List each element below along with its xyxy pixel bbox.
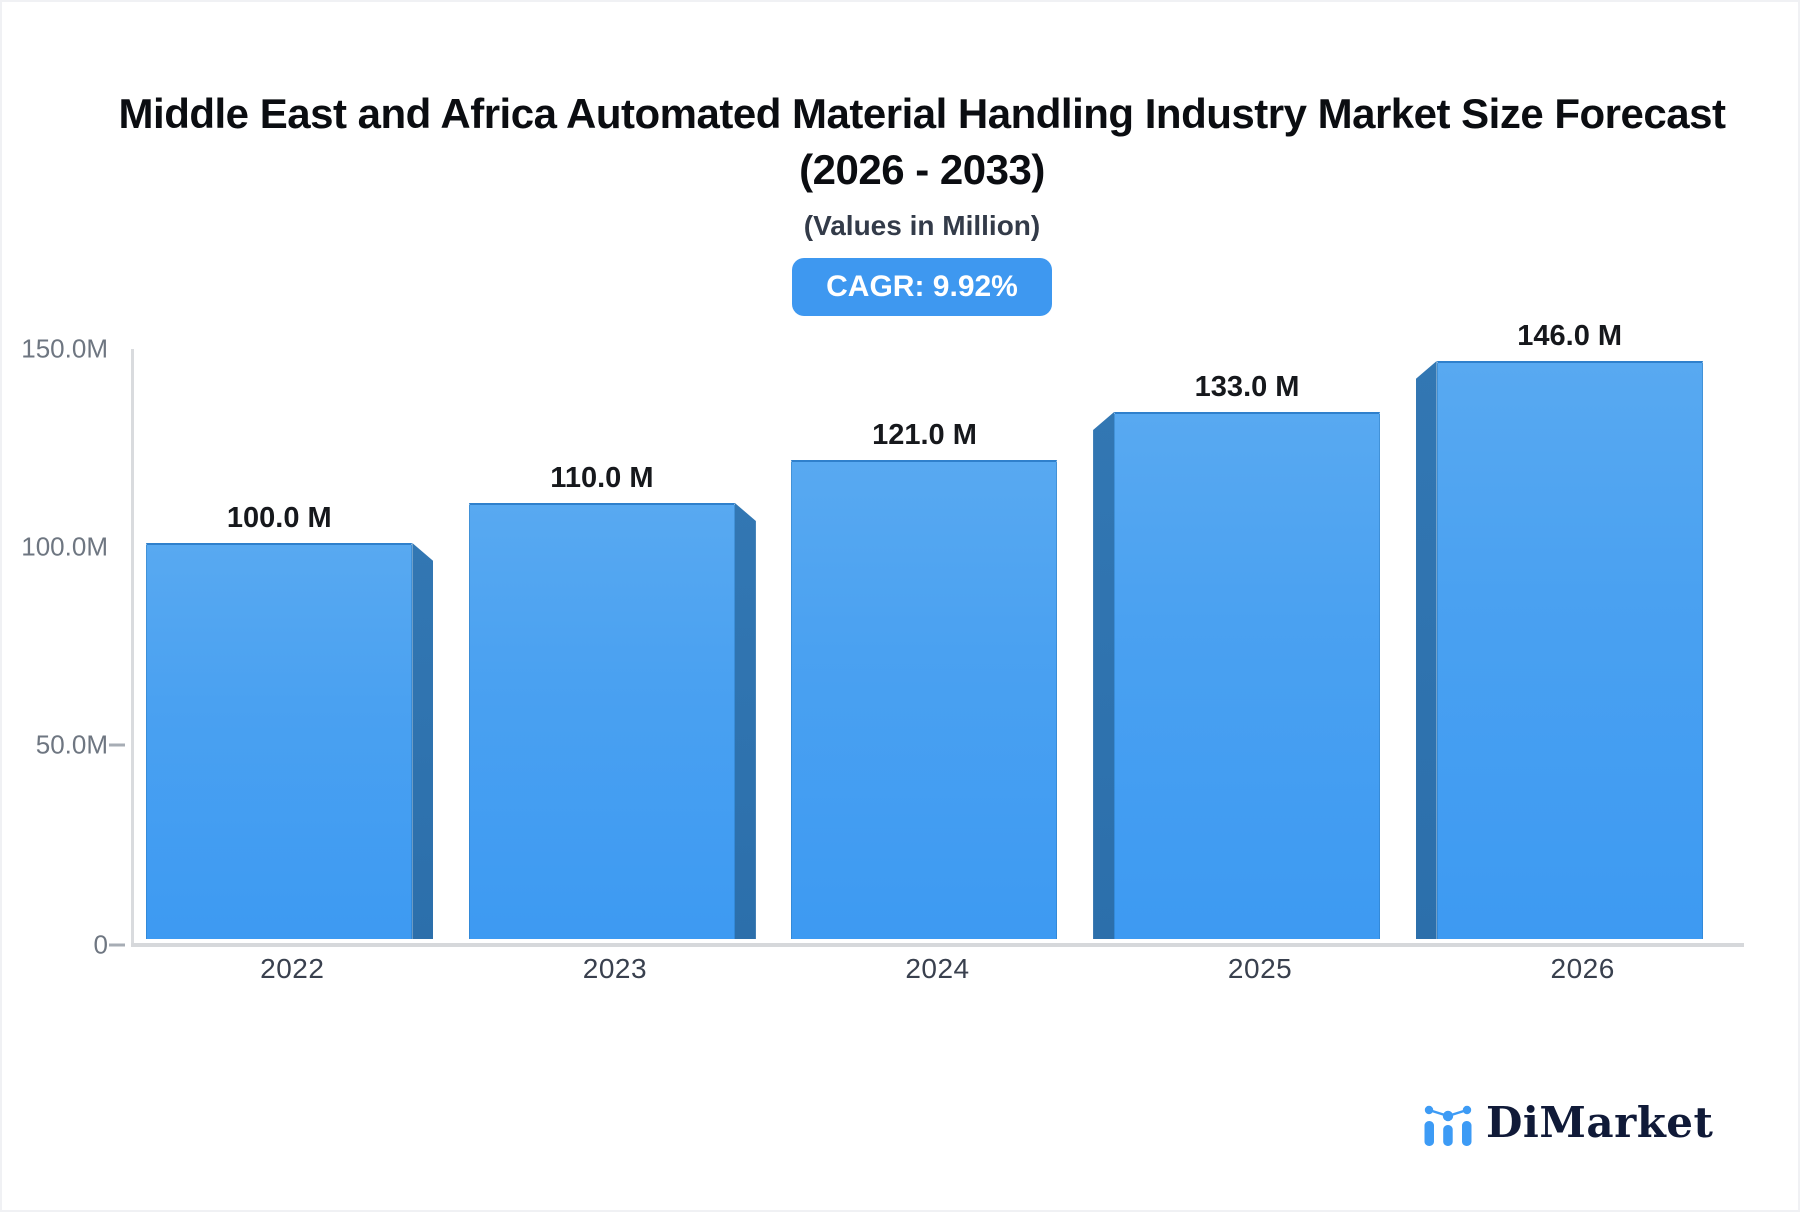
y-axis-label-100m: 100.0M: [21, 531, 108, 562]
bar-column-2025: 133.0 M 2025: [1093, 349, 1422, 984]
bar-face-2023[interactable]: [468, 503, 735, 939]
bar-value-label-2024: 121.0 M: [872, 419, 977, 451]
bar-2025[interactable]: 133.0 M: [1093, 371, 1381, 939]
bar-2026[interactable]: 146.0 M: [1415, 320, 1703, 939]
chart-title-line1: Middle East and Africa Automated Materia…: [118, 90, 1726, 137]
bar-2023[interactable]: 110.0 M: [468, 462, 756, 939]
bar-face-2025[interactable]: [1114, 412, 1381, 939]
bar-value-label-2025: 133.0 M: [1194, 371, 1300, 403]
bar-2024[interactable]: 121.0 M: [791, 419, 1058, 939]
x-axis-label-2025: 2025: [1227, 953, 1293, 984]
bar-side-face-2022: [412, 543, 434, 939]
chart-header: Middle East and Africa Automated Materia…: [24, 2, 1800, 316]
bar-side-face-2026: [1415, 361, 1437, 939]
y-axis-tick-0: [109, 943, 125, 947]
plot-area: 100.0 M 2022 110.0 M 2023 121.0 M: [131, 320, 1744, 984]
bar-side-face-2025: [1093, 412, 1115, 939]
dimarket-logo: DiMarket: [1423, 1098, 1713, 1147]
bar-column-2022: 100.0 M 2022: [131, 349, 454, 984]
chart-title-line2: (2026 - 2033): [799, 146, 1045, 193]
logo-text: DiMarket: [1486, 1098, 1714, 1147]
bar-face-2024[interactable]: [791, 460, 1058, 939]
bar-value-label-2022: 100.0 M: [226, 502, 332, 534]
y-axis-tick-50m: [109, 743, 125, 747]
x-axis-label-2026: 2026: [1550, 953, 1615, 984]
chart-subtitle: (Values in Million): [803, 210, 1041, 241]
x-axis-baseline: [131, 943, 1744, 947]
bar-face-2022[interactable]: [146, 543, 413, 939]
x-axis-label-2023: 2023: [582, 953, 648, 984]
x-axis-label-2024: 2024: [905, 953, 970, 984]
y-axis-label-50m: 50.0M: [35, 729, 108, 760]
y-axis-label-150m: 150.0M: [21, 333, 108, 364]
x-axis-label-2022: 2022: [260, 953, 325, 984]
y-axis-label-0: 0: [93, 929, 108, 960]
bar-face-2026[interactable]: [1436, 361, 1703, 939]
bar-value-label-2026: 146.0 M: [1517, 320, 1623, 352]
bar-2022[interactable]: 100.0 M: [146, 502, 434, 939]
mini-bar-chart-icon: [1424, 1105, 1472, 1146]
y-axis-line: [131, 349, 134, 947]
bar-side-face-2023: [734, 503, 756, 939]
bar-column-2023: 110.0 M 2023: [454, 349, 777, 984]
bar-value-label-2023: 110.0 M: [550, 462, 654, 494]
cagr-badge: CAGR: 9.92%: [792, 258, 1052, 316]
bar-column-2026: 146.0 M 2026: [1415, 320, 1744, 984]
bar-column-2024: 121.0 M 2024: [776, 349, 1099, 984]
